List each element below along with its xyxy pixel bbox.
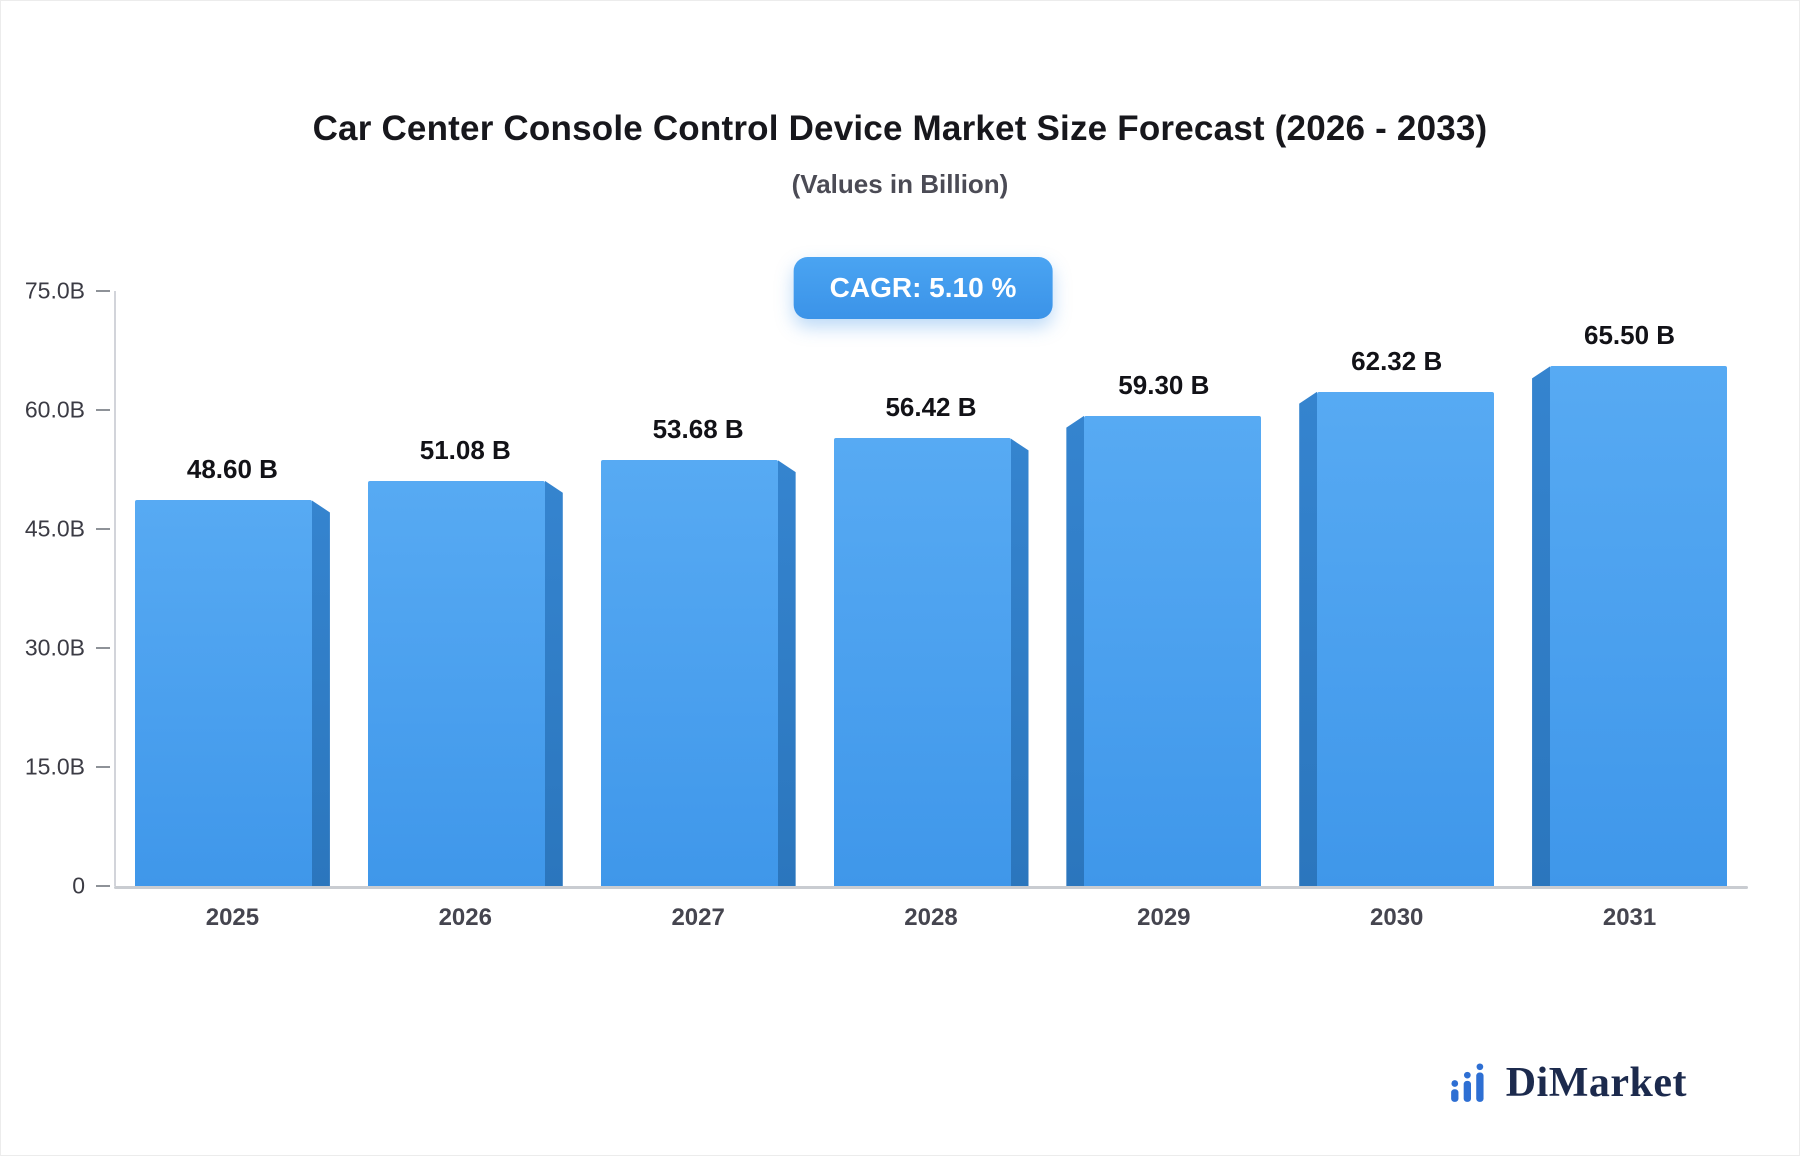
plot-area: 75.0B 60.0B 45.0B 30.0B 15.0B 0 48.60 B 2025 51… [25, 278, 1748, 931]
bar-value-label: 56.42 B [885, 392, 977, 423]
y-tick-label: 75.0B [24, 277, 85, 304]
bar-2025: 48.60 B [134, 454, 330, 886]
bar-side-shade [1299, 391, 1318, 886]
y-tick-label: 30.0B [24, 634, 85, 661]
bar-side-shade [1066, 415, 1085, 886]
y-tick-mark [96, 528, 110, 530]
bar-side-shade [544, 480, 563, 886]
bar-2029: 59.30 B [1066, 370, 1262, 886]
cagr-badge: CAGR: 5.10 % [793, 257, 1053, 319]
bar-face [134, 500, 312, 886]
bar-value-label: 65.50 B [1584, 320, 1676, 351]
bar-face [1084, 415, 1262, 886]
bar-2030: 62.32 B [1299, 346, 1495, 886]
y-tick-mark [96, 290, 110, 292]
bar-2027: 53.68 B [600, 414, 796, 886]
x-axis-label-2031: 2031 [1602, 904, 1657, 931]
x-axis-label-2027: 2027 [671, 904, 725, 931]
y-tick-label: 60.0B [24, 396, 85, 423]
bar-value-label: 48.60 B [186, 454, 278, 485]
y-tick-label: 45.0B [24, 515, 85, 542]
y-tick-mark [96, 409, 110, 411]
y-axis-line [114, 291, 116, 886]
chart-title: Car Center Console Control Device Market… [312, 109, 1488, 148]
x-axis-line [114, 886, 1748, 889]
y-tick-mark [96, 885, 110, 887]
bar-face [833, 438, 1011, 886]
dimarket-logo-icon [1450, 1063, 1484, 1102]
bar-2028: 56.42 B [833, 392, 1029, 886]
bar-face [1550, 366, 1728, 886]
bar-side-shade [777, 460, 796, 886]
y-tick-mark [96, 647, 110, 649]
bar-side-shade [311, 500, 330, 886]
brand-name: DiMarket [1505, 1060, 1687, 1106]
bar-value-label: 59.30 B [1118, 369, 1210, 400]
bar-2026: 51.08 B [367, 435, 563, 886]
bar-value-label: 51.08 B [419, 434, 511, 465]
y-tick-label: 15.0B [24, 753, 85, 780]
chart-subtitle: (Values in Billion) [791, 169, 1009, 199]
bar-face [600, 460, 778, 886]
bar-2031: 65.50 B [1532, 320, 1728, 886]
bar-face [1317, 391, 1495, 886]
y-tick-label: 0 [72, 872, 85, 899]
x-axis-label-2030: 2030 [1370, 904, 1424, 931]
x-axis-label-2028: 2028 [904, 904, 958, 931]
brand-logo: DiMarket [1448, 1059, 1687, 1107]
bar-value-label: 53.68 B [652, 414, 744, 445]
x-axis-label-2029: 2029 [1137, 904, 1191, 931]
x-axis-label-2026: 2026 [438, 904, 492, 931]
bar-side-shade [1532, 366, 1551, 886]
x-axis-label-2025: 2025 [205, 904, 260, 931]
bar-side-shade [1010, 438, 1029, 886]
y-tick-mark [96, 766, 110, 768]
bar-value-label: 62.32 B [1351, 345, 1443, 376]
bar-face [367, 480, 545, 886]
